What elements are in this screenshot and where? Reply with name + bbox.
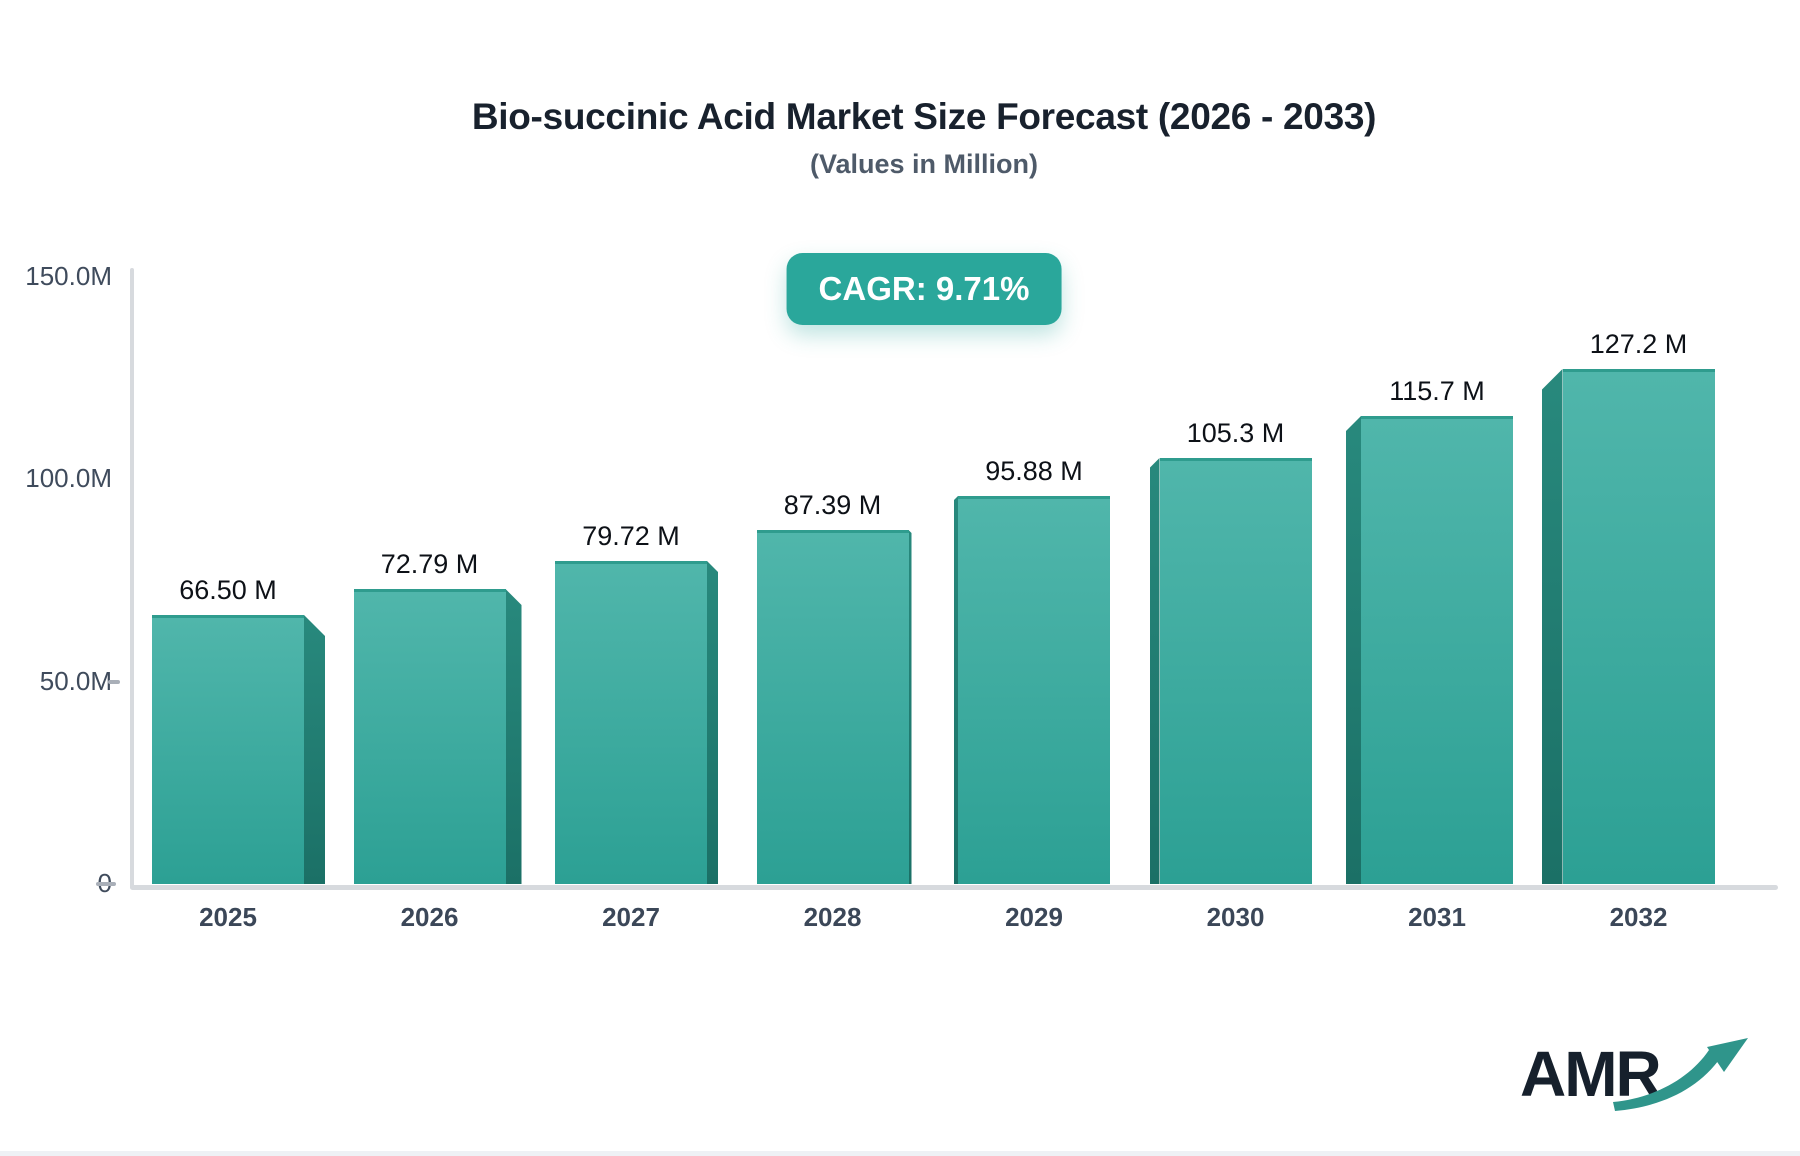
bar-3d-side: [304, 615, 325, 884]
bar-2027: [555, 561, 707, 884]
x-axis-category-label: 2026: [400, 902, 459, 932]
x-axis-category-label: 2032: [1609, 902, 1668, 932]
y-axis-line: [130, 268, 134, 889]
bar-3d-side: [908, 530, 912, 884]
x-axis-category-label: 2025: [199, 902, 257, 932]
y-axis-tick-mark: [108, 679, 120, 684]
bar-value-label: 87.39 M: [783, 490, 882, 520]
bar-value-label: 95.88 M: [985, 456, 1083, 486]
bar-3d-side: [1149, 458, 1160, 884]
x-axis-category-label: 2029: [1005, 902, 1063, 932]
amr-logo: AMR: [1502, 1014, 1772, 1124]
bar-value-label: 127.2 M: [1589, 329, 1688, 359]
x-axis-category-label: 2030: [1206, 902, 1265, 932]
bar-3d-side: [707, 561, 718, 884]
bar-2028: [756, 530, 909, 884]
cagr-badge: CAGR: 9.71%: [786, 253, 1062, 325]
x-axis-category-label: 2027: [602, 902, 660, 932]
y-axis-tick-mark: [96, 882, 116, 886]
chart-subtitle: (Values in Million): [809, 149, 1039, 179]
bar-2031: [1361, 416, 1513, 884]
x-axis-category-label: 2028: [803, 902, 862, 932]
chart-title: Bio-succinic Acid Market Size Forecast (…: [471, 96, 1377, 137]
bar-value-label: 66.50 M: [179, 575, 277, 605]
bar-value-label: 79.72 M: [582, 521, 680, 551]
bar-3d-side: [1541, 369, 1563, 884]
logo-arrow-swoosh-icon: [1613, 1050, 1721, 1111]
bar-2026: [353, 589, 506, 884]
bar-3d-side: [1346, 416, 1361, 884]
bar-value-label: 105.3 M: [1186, 418, 1285, 448]
bar-value-label: 115.7 M: [1389, 376, 1485, 406]
bar-2032: [1562, 369, 1715, 884]
y-axis-tick-label: 50.0M: [39, 665, 112, 696]
x-axis-category-label: 2031: [1408, 902, 1466, 932]
y-axis-tick-label: 100.0M: [25, 463, 112, 494]
amr-logo-graphic: AMR: [1520, 1038, 1748, 1111]
page-bottom-edge: [0, 1151, 1800, 1156]
bar-value-label: 72.79 M: [380, 549, 479, 579]
bar-2025: [152, 615, 304, 884]
bar-2030: [1159, 458, 1312, 884]
bar-3d-side: [954, 496, 958, 884]
y-axis-tick-label: 150.0M: [25, 260, 112, 291]
x-axis-baseline: [130, 885, 1778, 890]
bar-3d-side: [505, 589, 522, 884]
logo-arrow-head-icon: [1707, 1038, 1748, 1072]
bar-2029: [958, 496, 1110, 884]
